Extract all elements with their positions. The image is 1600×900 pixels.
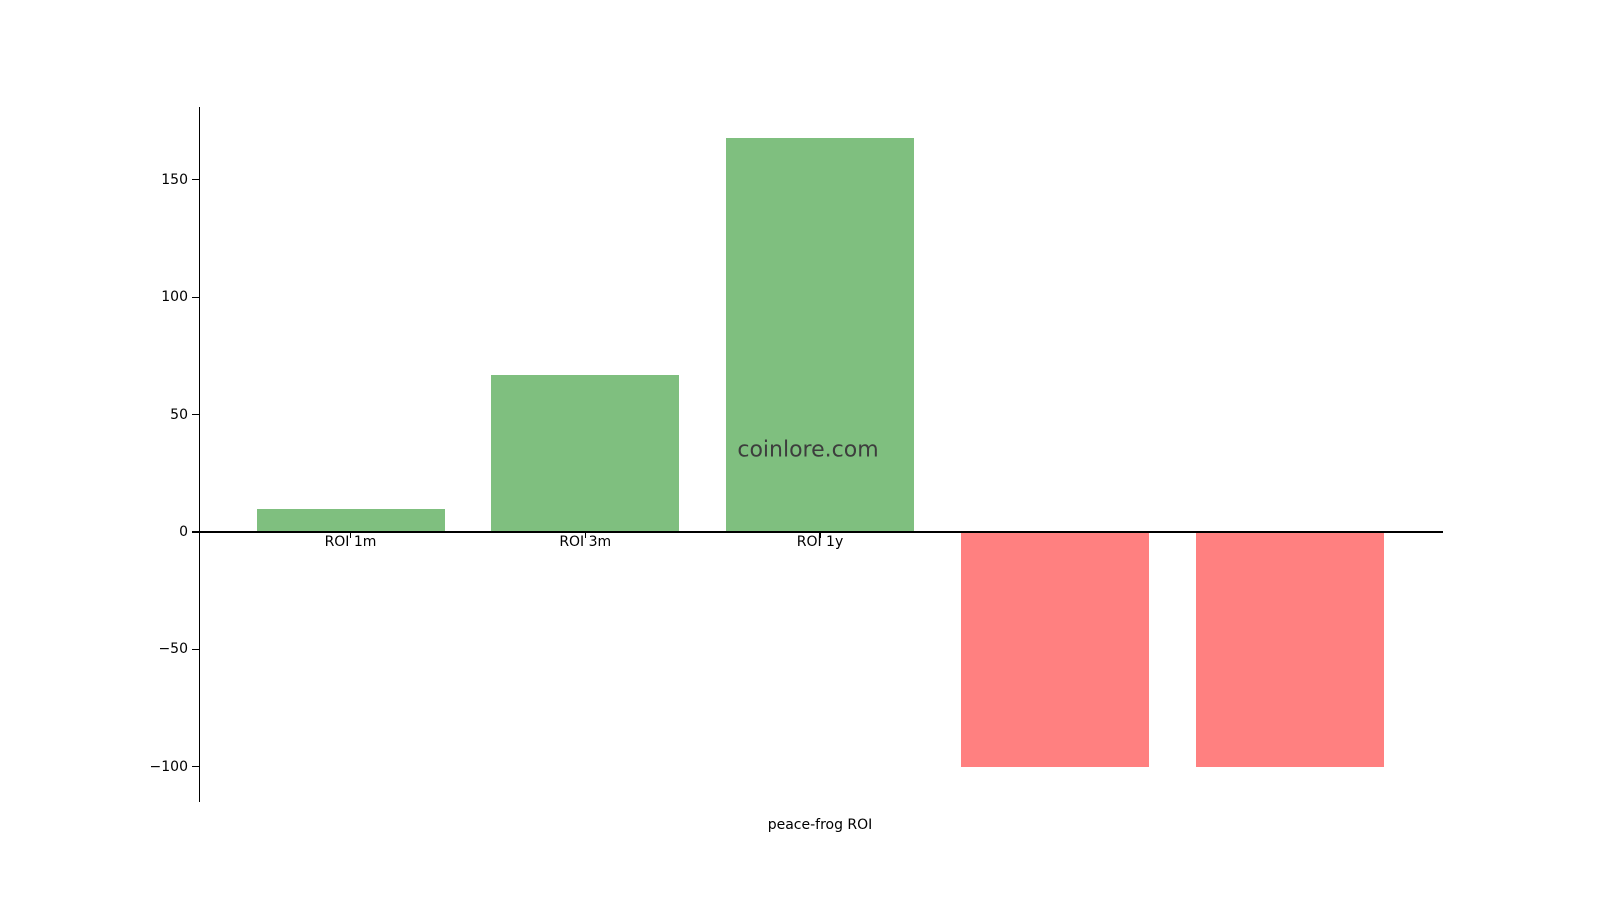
x-axis-title: peace-frog ROI bbox=[767, 817, 873, 833]
y-tick-label: 0 bbox=[179, 523, 188, 540]
x-tick-label: ROI 1m bbox=[324, 533, 377, 550]
y-tick-mark bbox=[192, 766, 199, 768]
y-tick-mark bbox=[192, 296, 199, 298]
y-tick-label: −50 bbox=[158, 641, 188, 658]
x-tick-label: ROI 3m bbox=[559, 533, 612, 550]
x-tick-label: ROI 1y bbox=[796, 533, 844, 550]
y-axis-line bbox=[199, 107, 201, 802]
x-axis-line bbox=[199, 531, 1443, 533]
y-tick-mark bbox=[192, 179, 199, 181]
x-tick-mark bbox=[819, 531, 821, 538]
x-tick-mark bbox=[584, 531, 586, 538]
bar bbox=[1195, 531, 1384, 767]
bar bbox=[726, 137, 914, 532]
x-tick-mark bbox=[349, 531, 352, 538]
y-tick-mark bbox=[192, 531, 199, 533]
y-tick-label: −100 bbox=[149, 758, 188, 775]
bar bbox=[960, 531, 1149, 767]
y-tick-mark bbox=[192, 648, 199, 651]
y-tick-mark bbox=[192, 413, 199, 416]
y-tick-label: 150 bbox=[161, 171, 188, 188]
y-tick-label: 50 bbox=[170, 406, 188, 423]
watermark-text: coinlore.com bbox=[737, 437, 879, 463]
bar bbox=[256, 508, 445, 532]
y-tick-label: 100 bbox=[161, 289, 188, 306]
bar bbox=[491, 374, 680, 532]
